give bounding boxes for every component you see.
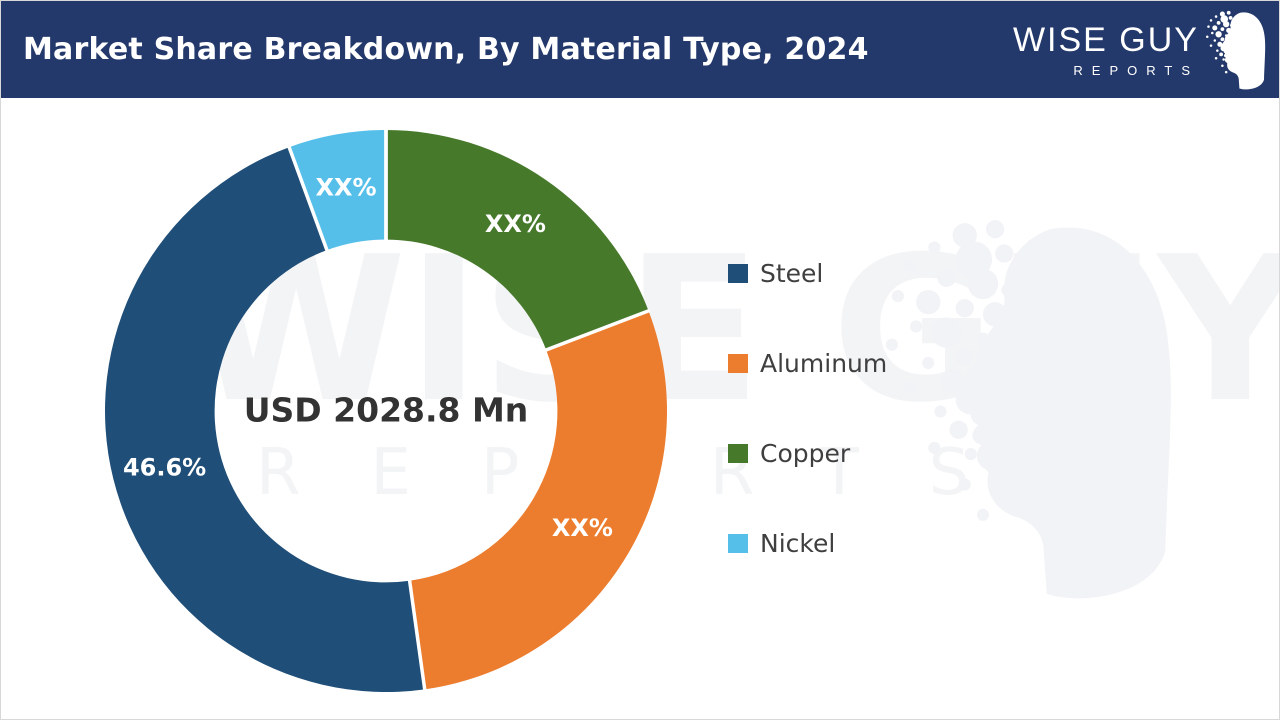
donut-segment-value-aluminum: XX% (552, 514, 613, 542)
segment-divider (541, 308, 651, 353)
legend-label: Copper (760, 439, 851, 468)
donut-chart: XX% XX% 46.6% XX% (105, 129, 667, 692)
segment-divider (407, 576, 427, 691)
donut-segment-value-steel: 46.6% (123, 453, 206, 481)
legend-label: Steel (760, 259, 824, 288)
legend-swatch-aluminum (728, 354, 748, 373)
donut-center-value: USD 2028.8 Mn (243, 390, 529, 430)
chart-title: Market Share Breakdown, By Material Type… (23, 32, 869, 67)
segment-divider (287, 145, 330, 255)
legend-item-steel: Steel (728, 261, 887, 286)
legend-label: Nickel (760, 529, 836, 558)
legend-swatch-steel (728, 264, 748, 283)
legend-swatch-nickel (728, 534, 748, 553)
legend-label: Aluminum (760, 349, 888, 378)
legend-item-copper: Copper (728, 441, 887, 466)
logo-brand-text: WISE GUY (1012, 21, 1199, 59)
donut-segment-copper (386, 130, 649, 350)
logo-tagline-text: REPORTS (1073, 63, 1199, 78)
donut-segment-value-copper: XX% (485, 210, 546, 238)
donut-segment-value-nickel: XX% (316, 173, 377, 201)
wiseguy-face-icon (1203, 9, 1267, 91)
watermark-face-icon (873, 211, 1178, 606)
wiseguy-logo: WISE GUY REPORTS (1013, 7, 1267, 93)
legend-item-aluminum: Aluminum (728, 351, 887, 376)
legend-swatch-copper (728, 444, 748, 463)
header: Market Share Breakdown, By Material Type… (1, 1, 1279, 98)
donut-segment-aluminum (409, 310, 667, 690)
donut-segment-steel (105, 147, 425, 692)
legend-item-nickel: Nickel (728, 531, 887, 556)
donut-segment-nickel (289, 130, 386, 251)
legend: Steel Aluminum Copper Nickel (728, 261, 887, 621)
